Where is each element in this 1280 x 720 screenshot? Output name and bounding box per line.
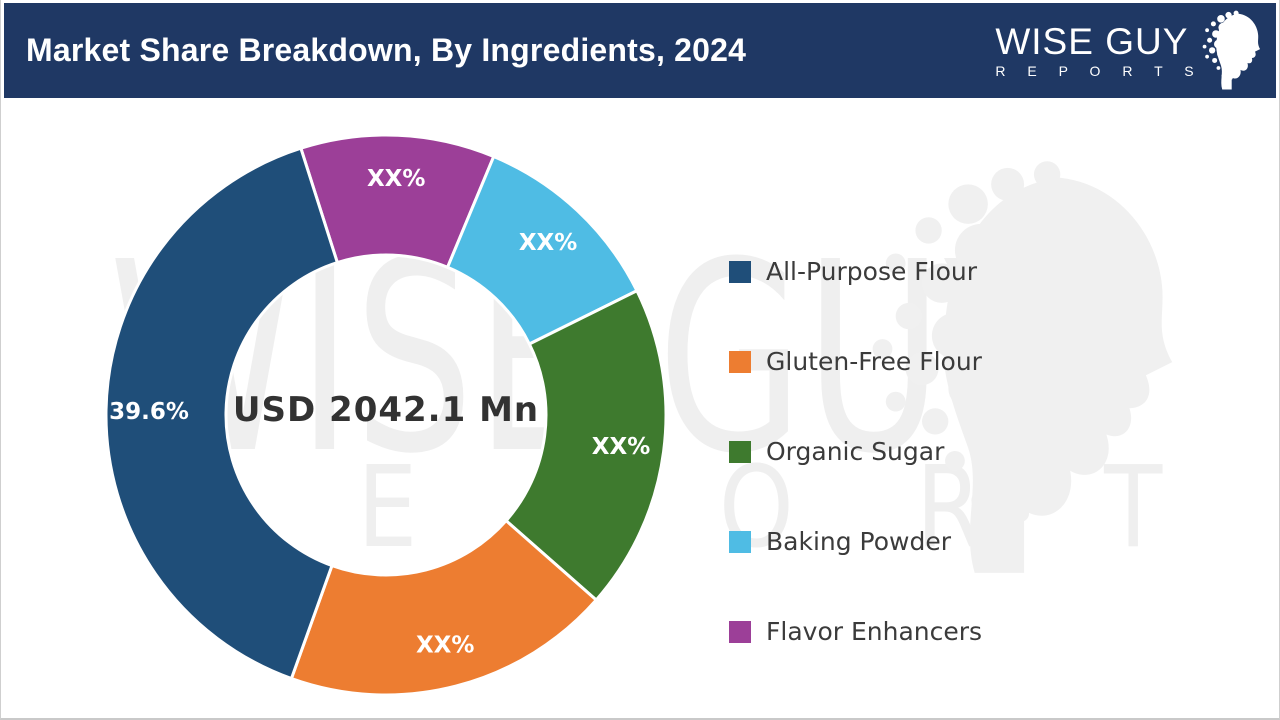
slice-label-gluten-free-flour: XX% xyxy=(416,633,475,659)
legend-label-baking-powder: Baking Powder xyxy=(766,527,952,556)
slice-label-baking-powder: XX% xyxy=(519,230,578,256)
wiseguy-logo-face-icon xyxy=(1202,10,1260,89)
legend-label-organic-sugar: Organic Sugar xyxy=(766,437,945,466)
header-bar: Market Share Breakdown, By Ingredients, … xyxy=(4,3,1276,98)
legend-label-flavor-enhancers: Flavor Enhancers xyxy=(766,617,983,646)
page-title: Market Share Breakdown, By Ingredients, … xyxy=(26,32,747,68)
wiseguy-logo-reports-text: R E P O R T S xyxy=(995,62,1203,79)
wiseguy-logo: WISE GUY R E P O R T S xyxy=(995,10,1266,92)
legend-swatch-gluten-free-flour xyxy=(729,350,751,373)
legend-item-organic-sugar: Organic Sugar xyxy=(729,437,982,466)
slice-label-all-purpose-flour: 39.6% xyxy=(109,399,189,425)
legend-label-all-purpose-flour: All-Purpose Flour xyxy=(766,257,978,286)
donut-segment-gluten-free-flour xyxy=(289,519,598,697)
legend-swatch-baking-powder xyxy=(729,530,751,553)
legend-swatch-flavor-enhancers xyxy=(729,620,751,643)
donut-segment-all-purpose-flour xyxy=(104,146,339,681)
legend-swatch-organic-sugar xyxy=(729,440,751,463)
slice-label-organic-sugar: XX% xyxy=(592,434,651,460)
legend-swatch-all-purpose-flour xyxy=(729,260,751,283)
legend-item-gluten-free-flour: Gluten-Free Flour xyxy=(729,347,982,376)
donut-chart-svg: XX% XX% XX% XX% 39.6% xyxy=(104,133,668,697)
logo-face-dots xyxy=(1202,10,1239,80)
donut-segment-organic-sugar xyxy=(504,289,668,602)
slice-label-flavor-enhancers: XX% xyxy=(367,166,426,192)
wiseguy-logo-text: WISE GUY R E P O R T S xyxy=(995,23,1202,79)
legend-item-flavor-enhancers: Flavor Enhancers xyxy=(729,617,983,646)
donut-center-value: USD 2042.1 Mn xyxy=(232,390,540,431)
wiseguy-logo-wordmark: WISE GUY xyxy=(995,20,1189,62)
legend-item-all-purpose-flour: All-Purpose Flour xyxy=(729,257,982,286)
donut-chart: XX% XX% XX% XX% 39.6% USD 2042.1 Mn xyxy=(86,115,686,715)
legend-label-gluten-free-flour: Gluten-Free Flour xyxy=(766,347,982,376)
legend: All-Purpose Flour Gluten-Free Flour Organi… xyxy=(729,257,983,708)
legend-item-baking-powder: Baking Powder xyxy=(729,527,982,556)
